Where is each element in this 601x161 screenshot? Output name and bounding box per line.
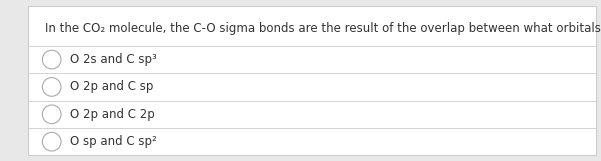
Text: O 2p and C sp: O 2p and C sp [70,80,153,93]
Text: O 2s and C sp³: O 2s and C sp³ [70,53,157,66]
Text: In the CO₂ molecule, the C-O sigma bonds are the result of the overlap between w: In the CO₂ molecule, the C-O sigma bonds… [45,23,601,35]
FancyBboxPatch shape [28,6,596,155]
Text: O 2p and C 2p: O 2p and C 2p [70,108,155,121]
Text: O sp and C sp²: O sp and C sp² [70,135,157,148]
